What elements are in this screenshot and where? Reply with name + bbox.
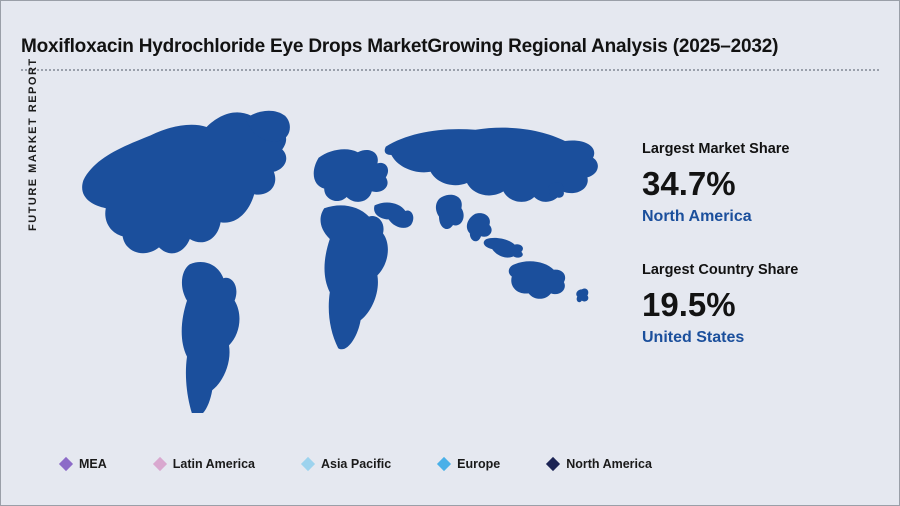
report-card: Moxifloxacin Hydrochloride Eye Drops Mar… [0, 0, 900, 506]
legend-text-europe: Europe [457, 457, 500, 471]
legend-diamond-europe [437, 457, 451, 471]
title-divider [21, 69, 879, 71]
legend-item-north-america[interactable]: North America [548, 457, 652, 471]
legend-text-mea: MEA [79, 457, 107, 471]
legend-item-mea[interactable]: MEA [61, 457, 107, 471]
stat-value-0: 34.7% [642, 167, 882, 200]
title-main-text: Moxifloxacin Hydrochloride Eye Drops Mar… [21, 36, 427, 58]
legend-diamond-asia-pacific [301, 457, 315, 471]
side-label-text: FUTURE MARKET REPORT [27, 57, 39, 231]
stat-region-1: United States [642, 329, 882, 347]
legend-text-latin-america: Latin America [173, 457, 255, 471]
stat-value-1: 19.5% [642, 288, 882, 321]
legend-text-asia-pacific: Asia Pacific [321, 457, 391, 471]
stat-region-0: North America [642, 208, 882, 226]
stat-label-1: Largest Country Share [642, 262, 882, 278]
legend-item-europe[interactable]: Europe [439, 457, 500, 471]
stats-panel: Largest Market Share 34.7% North America… [642, 141, 882, 383]
legend-diamond-north-america [546, 457, 560, 471]
title-row: Moxifloxacin Hydrochloride Eye Drops Mar… [21, 31, 879, 63]
stat-label-0: Largest Market Share [642, 141, 882, 157]
world-map [61, 93, 621, 413]
legend-item-latin-america[interactable]: Latin America [155, 457, 255, 471]
legend-diamond-latin-america [153, 457, 167, 471]
stat-block-0: Largest Market Share 34.7% North America [642, 141, 882, 226]
legend-item-asia-pacific[interactable]: Asia Pacific [303, 457, 391, 471]
legend-text-north-america: North America [566, 457, 652, 471]
legend-row: MEA Latin America Asia Pacific Europe No… [61, 457, 859, 471]
stat-block-1: Largest Country Share 19.5% United State… [642, 262, 882, 347]
legend-diamond-mea [59, 457, 73, 471]
title-sub-text: Growing Regional Analysis (2025–2032) [427, 36, 778, 58]
